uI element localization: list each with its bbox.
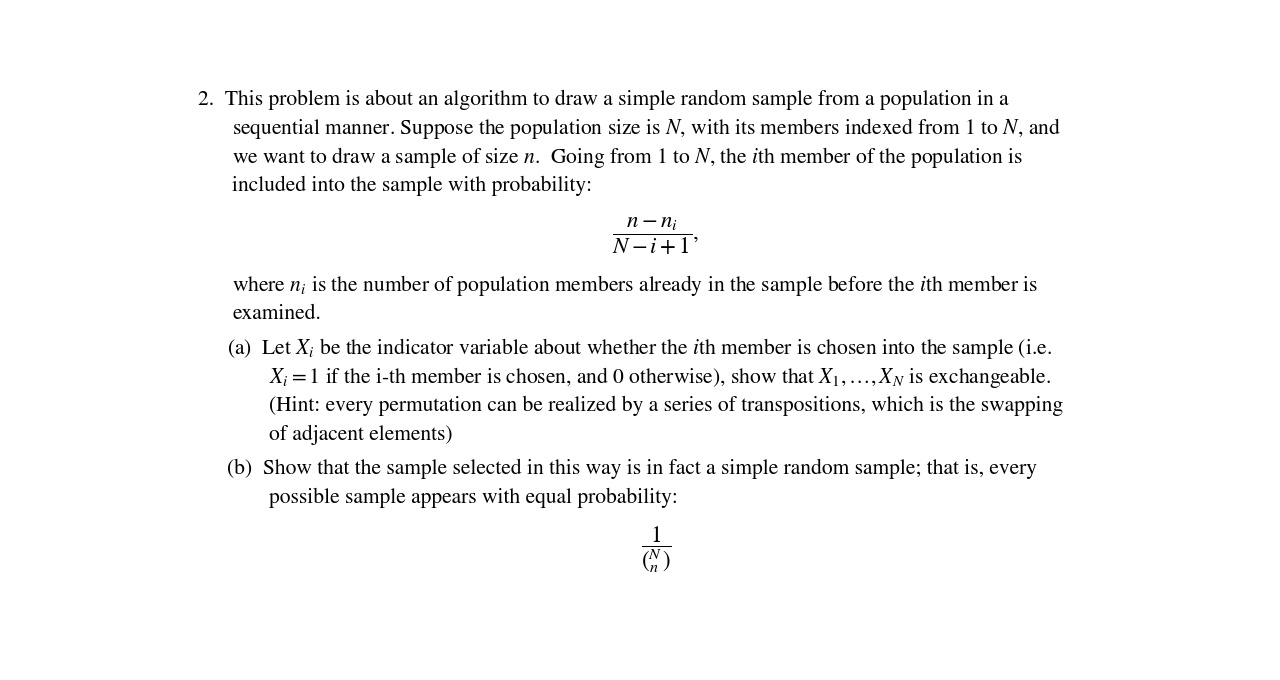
Text: included into the sample with probability:: included into the sample with probabilit… — [233, 176, 593, 197]
Text: $\dfrac{1}{\binom{N}{n}}$: $\dfrac{1}{\binom{N}{n}}$ — [640, 525, 672, 575]
Text: $\dfrac{n - n_i}{N - i + 1}$,: $\dfrac{n - n_i}{N - i + 1}$, — [612, 216, 700, 256]
Text: $X_i = 1$ if the i-th member is chosen, and 0 otherwise), show that $X_1, \ldots: $X_i = 1$ if the i-th member is chosen, … — [269, 365, 1051, 390]
Text: (b)  Show that the sample selected in this way is in fact a simple random sample: (b) Show that the sample selected in thi… — [228, 459, 1038, 479]
Text: of adjacent elements): of adjacent elements) — [269, 425, 453, 445]
Text: where $n_i$ is the number of population members already in the sample before the: where $n_i$ is the number of population … — [233, 273, 1039, 299]
Text: sequential manner. Suppose the population size is $N$, with its members indexed : sequential manner. Suppose the populatio… — [233, 116, 1061, 141]
Text: 2.  This problem is about an algorithm to draw a simple random sample from a pop: 2. This problem is about an algorithm to… — [197, 90, 1009, 110]
Text: (Hint: every permutation can be realized by a series of transpositions, which is: (Hint: every permutation can be realized… — [269, 396, 1064, 416]
Text: we want to draw a sample of size $n$.  Going from 1 to $N$, the $i$th member of : we want to draw a sample of size $n$. Go… — [233, 145, 1024, 170]
Text: possible sample appears with equal probability:: possible sample appears with equal proba… — [269, 488, 678, 508]
Text: examined.: examined. — [233, 305, 321, 324]
Text: (a)  Let $X_i$ be the indicator variable about whether the $i$th member is chose: (a) Let $X_i$ be the indicator variable … — [228, 336, 1052, 361]
